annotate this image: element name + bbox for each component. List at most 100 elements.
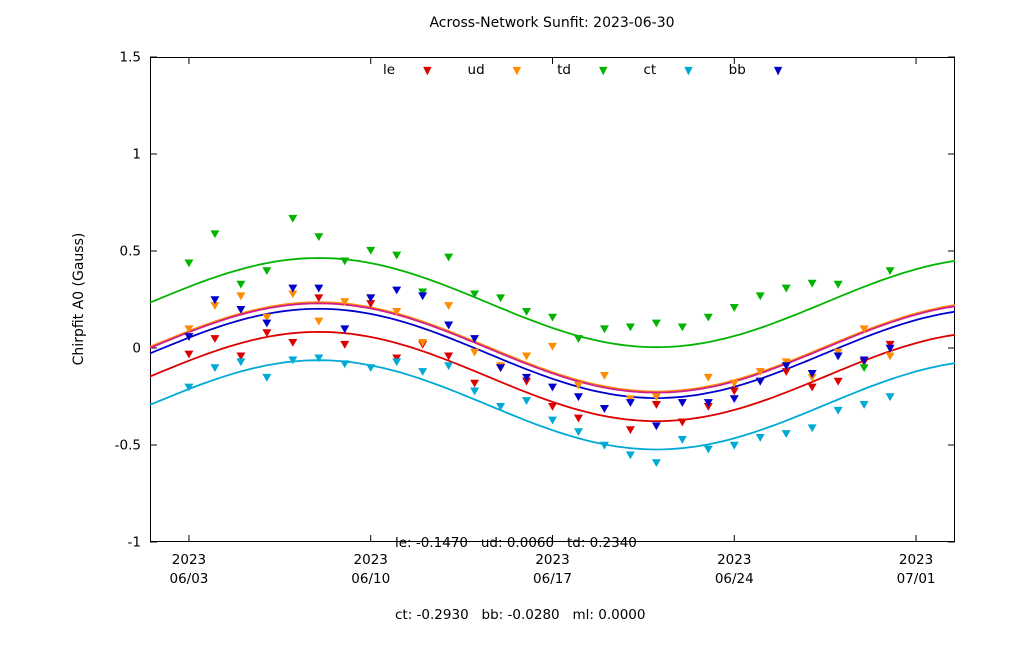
marker-ct xyxy=(496,403,506,411)
marker-ud xyxy=(392,307,402,316)
chart-title: Across-Network Sunfit: 2023-06-30 xyxy=(429,15,675,31)
marker-ud xyxy=(548,342,557,351)
marker-td xyxy=(392,251,402,260)
x-tick-date: 06/10 xyxy=(351,571,390,587)
marker-td xyxy=(755,292,765,301)
marker-bb xyxy=(651,422,661,431)
marker-ct xyxy=(651,459,661,468)
marker-td xyxy=(729,304,739,312)
marker-ud xyxy=(703,373,713,382)
marker-le xyxy=(729,387,739,396)
x-tick-year: 2023 xyxy=(535,552,569,568)
x-tick-year: 2023 xyxy=(899,552,933,568)
marker-ct xyxy=(885,393,895,402)
marker-bb xyxy=(859,356,869,365)
marker-ud xyxy=(729,379,739,388)
legend-item-ct: ct ▼ xyxy=(643,62,692,78)
x-tick-year: 2023 xyxy=(354,552,388,568)
fit-coefficients-line1: le: -0.1470 ud: 0.0060 td: 0.2340 xyxy=(395,535,637,551)
x-tick-year: 2023 xyxy=(172,552,206,568)
marker-td xyxy=(573,335,583,343)
y-tick-label: -1 xyxy=(128,535,141,551)
marker-ct xyxy=(548,416,557,425)
x-tick-date: 07/01 xyxy=(897,571,936,587)
marker-ud xyxy=(418,338,428,347)
marker-le xyxy=(470,379,480,388)
marker-ct xyxy=(470,387,480,396)
x-tick-date: 06/24 xyxy=(715,571,754,587)
y-axis-ticks: -1 -0.5 0 0.5 1 1.5 xyxy=(115,50,955,551)
marker-td xyxy=(236,280,246,289)
fit-coefficients-line2: ct: -0.2930 bb: -0.0280 ml: 0.0000 xyxy=(395,607,646,623)
marker-td xyxy=(548,313,557,322)
legend-item-le: le ▼ xyxy=(383,62,432,78)
marker-td xyxy=(522,307,532,316)
marker-bb xyxy=(703,399,713,407)
marker-ud xyxy=(573,381,583,390)
marker-le xyxy=(677,418,687,427)
legend-label-ud: ud xyxy=(467,62,485,78)
marker-bb xyxy=(522,373,532,382)
marker-bb xyxy=(573,393,583,402)
marker-td xyxy=(470,290,480,299)
marker-le xyxy=(366,300,376,308)
marker-ud xyxy=(262,313,272,322)
marker-td xyxy=(885,267,895,275)
legend: le ▼ ud ▼ td ▼ ct ▼ bb ▼ xyxy=(383,62,818,78)
marker-le xyxy=(548,403,557,411)
marker-ud xyxy=(314,317,324,326)
y-tick-label: -0.5 xyxy=(115,438,141,454)
plot-area: -1 -0.5 0 0.5 1 1.5 2023 06/03 2023 06/10 2023 06/1… xyxy=(115,50,956,587)
marker-bb xyxy=(833,352,843,361)
marker-ct xyxy=(418,368,428,376)
marker-ct xyxy=(210,364,220,372)
marker-td xyxy=(833,280,843,289)
marker-ud xyxy=(755,368,765,376)
marker-td xyxy=(288,214,298,223)
marker-ct xyxy=(522,397,532,405)
marker-ct xyxy=(340,360,350,369)
marker-ct xyxy=(755,434,765,442)
fit-coefficients: le: -0.1470 ud: 0.0060 td: 0.2340 ct: -0… xyxy=(395,483,645,651)
marker-td xyxy=(859,364,869,372)
curve-ml xyxy=(149,302,956,394)
marker-td xyxy=(340,257,350,266)
marker-ct xyxy=(677,435,687,444)
marker-bb xyxy=(496,364,506,372)
marker-bb xyxy=(729,395,739,404)
marker-ud xyxy=(288,290,298,299)
legend-label-le: le xyxy=(383,62,396,78)
marker-ud xyxy=(444,302,454,310)
marker-le xyxy=(781,368,791,376)
marker-td xyxy=(651,319,661,328)
marker-bb xyxy=(340,325,350,334)
marker-td xyxy=(262,267,272,275)
marker-bb xyxy=(677,399,687,407)
legend-label-ct: ct xyxy=(643,62,657,78)
marker-le xyxy=(262,329,272,338)
marker-ct xyxy=(184,383,194,392)
y-tick-label: 1.5 xyxy=(120,50,141,66)
marker-ud xyxy=(236,292,246,301)
marker-td xyxy=(184,259,194,268)
marker-le xyxy=(314,294,324,303)
marker-ct xyxy=(859,401,869,409)
marker-ct xyxy=(392,358,402,367)
marker-td xyxy=(703,313,713,322)
marker-le xyxy=(444,352,454,361)
marker-td xyxy=(781,284,791,293)
marker-bb xyxy=(418,292,428,301)
marker-ct xyxy=(833,406,843,415)
legend-item-ud: ud ▼ xyxy=(468,62,522,78)
curve-bb xyxy=(149,307,956,400)
marker-bb xyxy=(781,362,791,371)
marker-ud xyxy=(651,393,661,402)
marker-ct xyxy=(573,428,583,437)
marker-ud xyxy=(885,352,895,361)
series-td-markers xyxy=(184,214,895,372)
marker-bb xyxy=(807,370,817,378)
legend-marker-ct-triangle-down-icon: ▼ xyxy=(684,63,693,77)
curve-le xyxy=(149,330,956,422)
legend-marker-bb-triangle-down-icon: ▼ xyxy=(773,63,783,77)
marker-ud xyxy=(522,352,532,361)
